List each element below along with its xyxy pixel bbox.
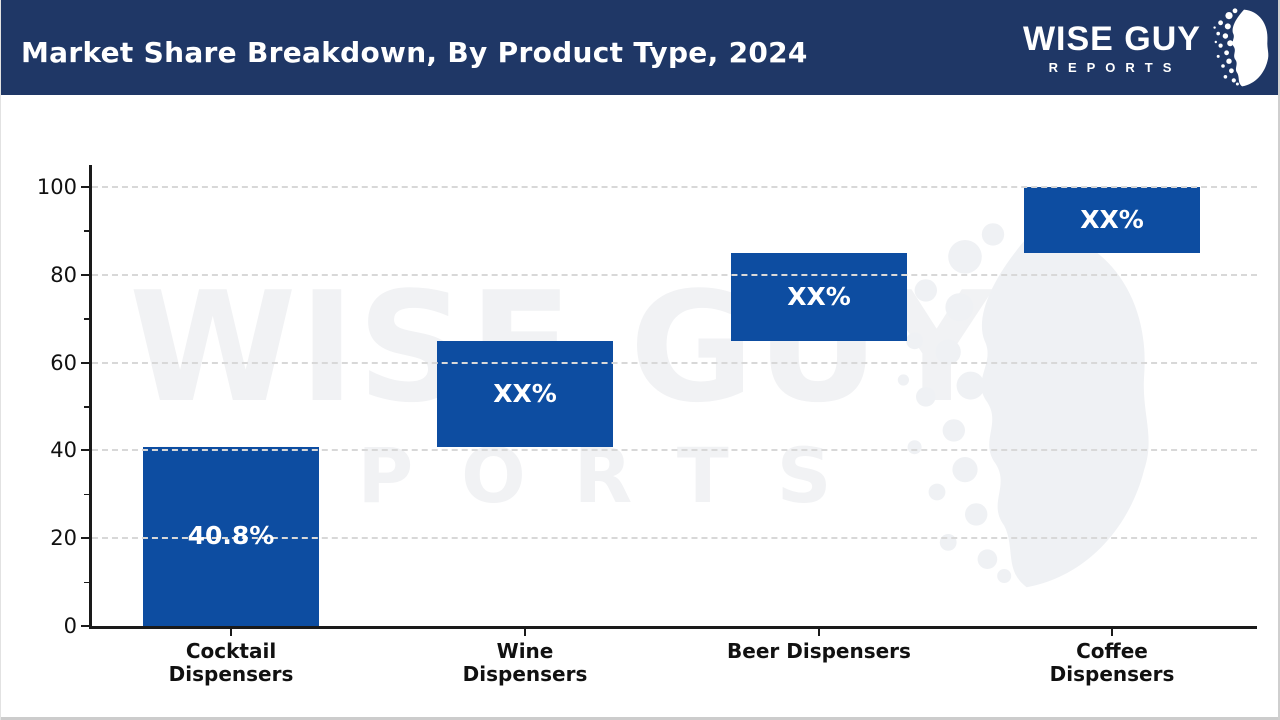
y-axis-major-tick (81, 273, 89, 276)
bar-value-label: XX% (1080, 204, 1144, 234)
bar-beer-dispensers (731, 252, 907, 341)
x-axis-tick (230, 628, 232, 636)
bar-cocktail-dispensers (143, 446, 319, 626)
bar-wine-dispensers (437, 340, 613, 447)
watermark-face-icon (892, 223, 1149, 588)
y-axis-tick-label: 40 (50, 438, 77, 463)
logo-brand-sub: REPORTS (1048, 60, 1182, 75)
y-axis-tick-label: 0 (63, 614, 77, 638)
bar-value-label: XX% (787, 281, 851, 311)
y-axis-major-tick (81, 449, 89, 452)
y-axis-minor-tick (84, 230, 89, 232)
logo-text: WISE GUY REPORTS (1023, 22, 1201, 75)
logo-brand-name: WISE GUY (1022, 20, 1201, 58)
logo-face-icon (1213, 8, 1269, 87)
y-axis-major-tick (81, 361, 89, 364)
x-axis-tick (524, 628, 526, 636)
wise-guy-logo: WISE GUY REPORTS (1021, 0, 1271, 95)
y-axis-minor-tick (84, 406, 89, 408)
y-axis-major-tick (81, 625, 89, 627)
y-gridline (92, 361, 1257, 364)
y-axis-major-tick (81, 537, 89, 540)
bar-value-label: 40.8% (187, 521, 275, 551)
page-title: Market Share Breakdown, By Product Type,… (21, 36, 808, 69)
y-axis-tick-label: 100 (36, 175, 77, 199)
x-axis-tick (818, 628, 820, 636)
x-axis-category-label: Cocktail Dispensers (168, 639, 294, 686)
x-axis-line (89, 626, 1257, 629)
y-axis-minor-tick (84, 581, 89, 584)
x-axis-category-label: Wine Dispensers (462, 639, 588, 686)
y-gridline (92, 449, 1257, 452)
chart-header: Market Share Breakdown, By Product Type,… (1, 0, 1278, 95)
bar-coffee-dispensers (1024, 187, 1200, 253)
y-axis-minor-tick (84, 493, 89, 496)
y-axis-major-tick (81, 186, 89, 188)
y-axis-tick-label: 20 (50, 526, 77, 551)
x-axis-category-label: Beer Dispensers (727, 639, 911, 663)
y-axis-tick-label: 60 (50, 350, 77, 375)
y-axis-line (89, 165, 92, 628)
y-gridline (92, 537, 1257, 540)
x-axis-tick (1111, 628, 1113, 636)
bar-value-label: XX% (493, 378, 557, 408)
y-gridline (92, 186, 1257, 188)
bottom-border (1, 717, 1278, 720)
y-axis-minor-tick (84, 318, 89, 320)
y-axis-tick-label: 80 (50, 262, 77, 287)
y-gridline (92, 273, 1257, 276)
x-axis-category-label: Coffee Dispensers (1049, 639, 1175, 686)
